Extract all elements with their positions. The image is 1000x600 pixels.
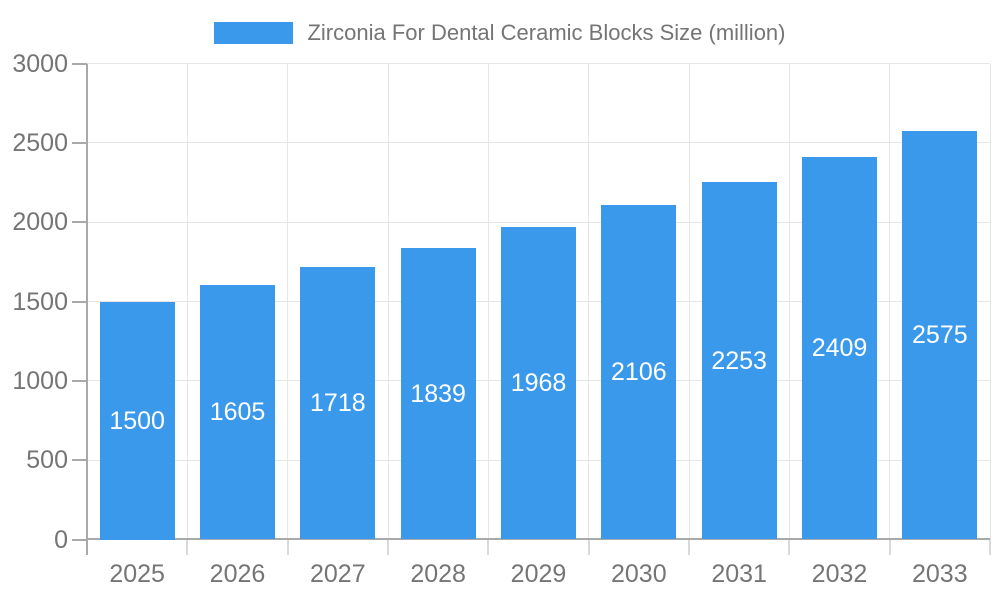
y-axis-tick (72, 141, 87, 144)
y-axis-line (85, 63, 88, 555)
legend-label: Zirconia For Dental Ceramic Blocks Size … (307, 20, 786, 45)
bar-value-label: 2253 (711, 346, 767, 375)
x-axis-tick (888, 539, 891, 555)
bar-2028[interactable]: 1839 (400, 247, 476, 540)
chart-legend[interactable]: Zirconia For Dental Ceramic Blocks Size … (0, 20, 1000, 46)
x-axis-tick (788, 539, 791, 555)
bar-2027[interactable]: 1718 (300, 266, 376, 540)
bar-value-label: 1718 (310, 389, 366, 418)
x-axis-label-2033: 2033 (912, 559, 968, 588)
y-axis-tick (72, 221, 87, 224)
y-axis-label: 3000 (12, 49, 68, 78)
y-axis-tick (72, 538, 87, 541)
h-gridline (87, 63, 990, 64)
x-axis-tick (989, 539, 991, 555)
bar-value-label: 1605 (209, 398, 266, 427)
bar-2029[interactable]: 1968 (501, 227, 576, 540)
y-axis-label: 2500 (12, 128, 68, 157)
v-gridline (889, 63, 891, 540)
bar-2026[interactable]: 1605 (200, 284, 275, 540)
x-axis-label-2026: 2026 (209, 559, 266, 588)
y-axis-label: 0 (54, 525, 68, 554)
y-axis-tick (72, 300, 87, 303)
x-axis-label-2030: 2030 (611, 559, 667, 588)
x-axis-label-2027: 2027 (310, 559, 366, 588)
v-gridline (989, 63, 991, 540)
x-axis-label-2032: 2032 (811, 559, 868, 588)
x-axis-tick (688, 539, 690, 555)
y-axis-label: 1500 (12, 287, 68, 316)
y-axis-tick (72, 459, 87, 462)
x-axis-label-2031: 2031 (711, 559, 767, 588)
v-gridline (588, 63, 590, 540)
x-axis-label-2028: 2028 (410, 559, 466, 588)
bar-value-label: 2106 (611, 358, 667, 387)
bar-2031[interactable]: 2253 (701, 182, 777, 540)
bar-value-label: 2409 (811, 334, 868, 363)
bar-value-label: 2575 (912, 321, 968, 350)
x-axis-tick (587, 539, 590, 555)
h-gridline (87, 142, 990, 144)
v-gridline (387, 63, 389, 540)
v-gridline (487, 63, 489, 540)
h-gridline (87, 221, 990, 223)
bar-2032[interactable]: 2409 (802, 157, 877, 540)
v-gridline (788, 63, 790, 540)
y-axis-label: 2000 (12, 208, 68, 237)
bar-value-label: 1839 (410, 379, 466, 408)
bar-value-label: 1500 (109, 406, 165, 435)
v-gridline (186, 63, 188, 540)
bar-2030[interactable]: 2106 (601, 205, 677, 540)
x-axis-label-2025: 2025 (109, 559, 165, 588)
x-axis-tick (487, 539, 490, 555)
legend-swatch (214, 22, 294, 44)
y-axis-label: 1000 (12, 366, 68, 395)
x-axis-label-2029: 2029 (510, 559, 567, 588)
x-axis-tick (286, 539, 289, 555)
v-gridline (287, 63, 289, 540)
bar-2025[interactable]: 1500 (99, 301, 175, 540)
y-axis-label: 500 (26, 446, 68, 475)
y-axis-tick (72, 62, 87, 65)
bar-2033[interactable]: 2575 (902, 130, 978, 540)
x-axis-tick (387, 539, 389, 555)
y-axis-tick (72, 379, 87, 382)
x-axis-tick (186, 539, 189, 555)
bar-value-label: 1968 (510, 369, 567, 398)
v-gridline (688, 63, 690, 540)
